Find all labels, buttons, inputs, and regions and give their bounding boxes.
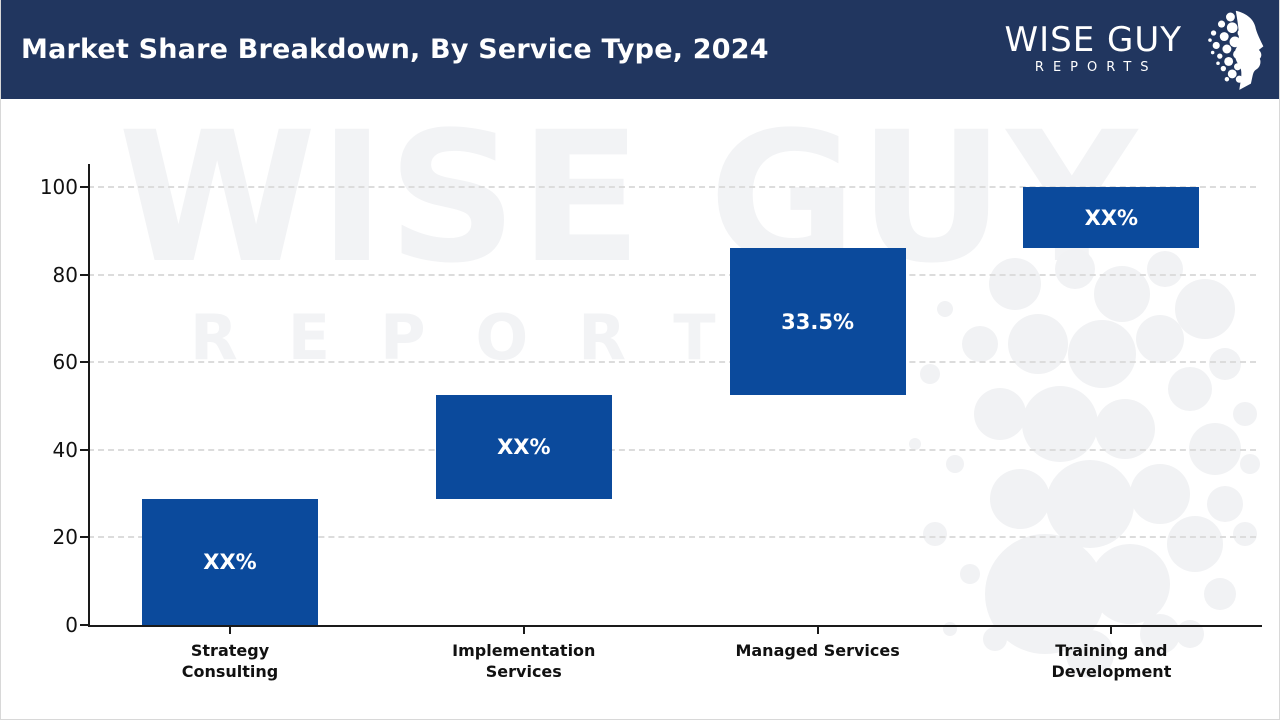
watermark-head-dots — [909, 249, 1260, 678]
y-axis-tick — [80, 536, 88, 539]
y-axis-tick — [80, 186, 88, 188]
brand-subtitle: REPORTS — [1034, 60, 1158, 76]
y-axis-tick-label: 0 — [65, 613, 78, 637]
bar-value-label: XX% — [497, 434, 551, 459]
chart-area: WISE GUY REPORTS 0 20 40 60 80 100 XX% Strategy… — [0, 99, 1280, 720]
brand-head-icon — [1208, 10, 1264, 90]
brand-name: WISE GUY — [1004, 19, 1182, 60]
gridline — [88, 536, 1256, 539]
watermark-text: WISE GUY REPORTS — [118, 94, 1140, 375]
bar-segment: 33.5% — [729, 248, 906, 396]
bar-value-label: XX% — [1084, 205, 1139, 230]
y-axis-tick — [80, 361, 88, 364]
header: Market Share Breakdown, By Service Type,… — [0, 0, 1280, 99]
y-axis-tick-label: 40 — [52, 437, 78, 462]
brand-logo: WISE GUY REPORTS — [1004, 8, 1266, 90]
x-axis-category-label: Implementation Services — [452, 641, 596, 681]
x-axis-category-label: Training and Development — [1051, 641, 1172, 681]
x-axis-category-label: Managed Services — [735, 641, 900, 660]
x-axis-line — [88, 625, 1262, 627]
y-axis-tick — [80, 624, 88, 626]
brand-logo-text: WISE GUY REPORTS — [1004, 19, 1182, 76]
bar-segment: XX% — [435, 395, 612, 499]
gridline — [88, 361, 1256, 364]
bar-segment: XX% — [1023, 187, 1200, 249]
bar-value-label: XX% — [203, 549, 257, 574]
y-axis-tick-label: 20 — [52, 525, 78, 550]
x-axis-tick — [816, 627, 819, 634]
bar-segment: XX% — [142, 498, 318, 625]
y-axis-tick-label: 100 — [39, 175, 78, 199]
gridline — [88, 448, 1256, 451]
y-axis-tick — [80, 448, 88, 451]
gridline — [88, 186, 1256, 188]
x-axis-tick — [229, 627, 231, 634]
watermark-line1: WISE GUY — [118, 94, 1140, 303]
page-title: Market Share Breakdown, By Service Type,… — [21, 34, 769, 65]
y-axis-tick-label: 60 — [52, 350, 78, 375]
x-axis-category-label: Strategy Consulting — [181, 641, 279, 681]
x-axis-tick — [1110, 627, 1113, 634]
gridline — [88, 273, 1256, 276]
y-axis-tick — [80, 273, 88, 276]
y-axis-tick-label: 80 — [52, 262, 78, 287]
x-axis-tick — [522, 627, 525, 634]
y-axis-line — [88, 164, 90, 627]
bar-value-label: 33.5% — [781, 309, 855, 334]
